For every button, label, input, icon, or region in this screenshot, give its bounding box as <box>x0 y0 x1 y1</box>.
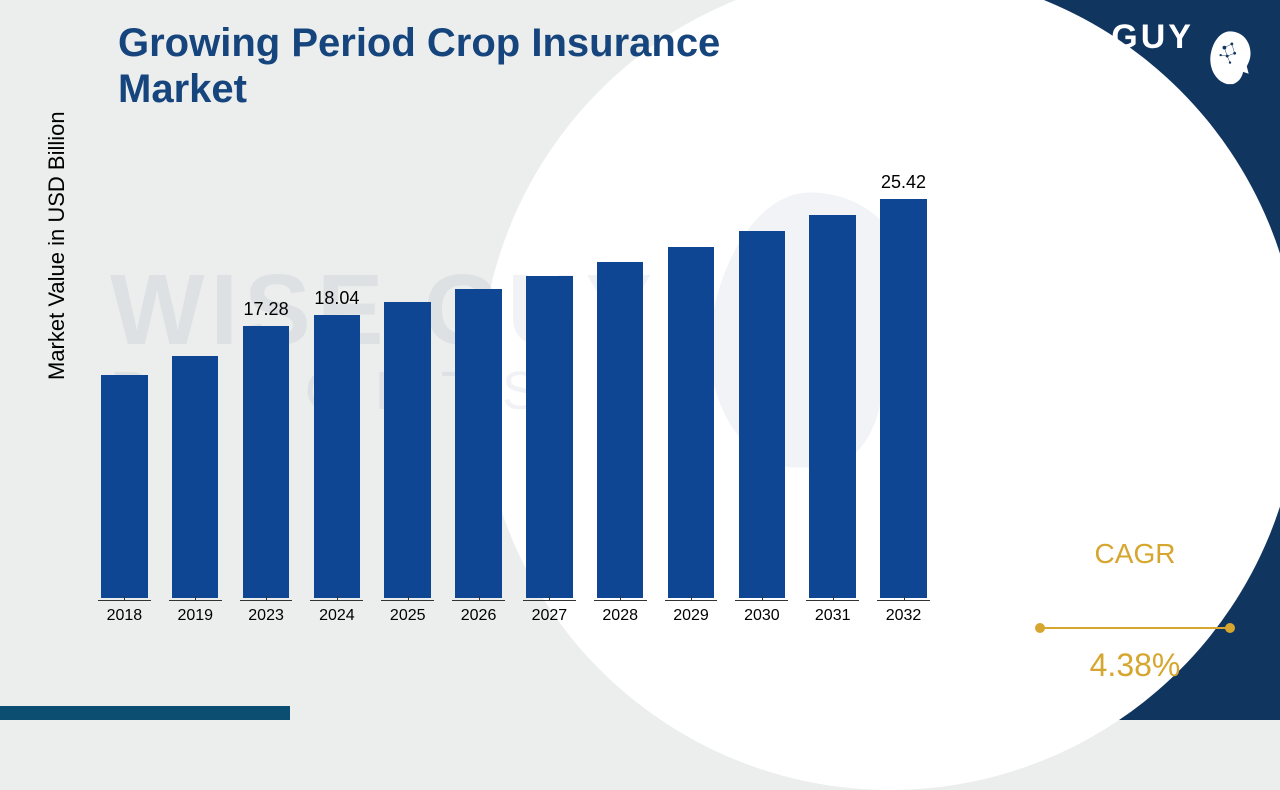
bar <box>526 276 572 598</box>
bars-container: 17.28 18.04 25.42 <box>98 158 930 598</box>
bar-value-label: 17.28 <box>244 299 289 320</box>
x-tick: 2032 <box>877 600 930 630</box>
x-tick: 2031 <box>806 600 859 630</box>
bar <box>314 315 360 598</box>
bar-col: 25.42 <box>877 158 930 598</box>
x-tick: 2027 <box>523 600 576 630</box>
cagr-value: 4.38% <box>990 647 1280 684</box>
bar <box>243 326 289 598</box>
cagr-label: CAGR <box>990 538 1280 570</box>
head-icon <box>1202 29 1258 85</box>
x-tick: 2030 <box>735 600 788 630</box>
bar-col <box>381 158 434 598</box>
y-axis-label: Market Value in USD Billion <box>44 111 70 380</box>
bar <box>455 289 501 598</box>
bar <box>668 247 714 598</box>
bar-col <box>169 158 222 598</box>
bar-col: 18.04 <box>310 158 363 598</box>
bar <box>384 302 430 598</box>
bar-col <box>806 158 859 598</box>
bar-col <box>665 158 718 598</box>
bar-col <box>735 158 788 598</box>
bar-col <box>523 158 576 598</box>
x-tick: 2019 <box>169 600 222 630</box>
bar-col <box>594 158 647 598</box>
logo-line2: R E P O R T S <box>996 53 1134 95</box>
bar <box>880 199 926 598</box>
bar-col <box>452 158 505 598</box>
chart-title: Growing Period Crop Insurance Market <box>118 20 758 112</box>
cagr-block: CAGR (2019-2032) 4.38% <box>990 538 1280 684</box>
x-tick: 2029 <box>665 600 718 630</box>
bar <box>809 215 855 598</box>
cagr-period: (2019-2032) <box>990 574 1280 605</box>
brand-logo: WISE GUY R E P O R T S <box>996 18 1258 95</box>
bar-col: 17.28 <box>240 158 293 598</box>
bar <box>172 356 218 598</box>
logo-line1: WISE GUY <box>996 18 1194 57</box>
bar <box>101 375 147 598</box>
cagr-divider <box>1040 627 1230 629</box>
bar <box>597 262 643 598</box>
x-tick: 2018 <box>98 600 151 630</box>
bar-value-label: 18.04 <box>314 288 359 309</box>
bar <box>739 231 785 598</box>
x-tick: 2025 <box>381 600 434 630</box>
infographic-root: WISE GUY REPORTS Growing Period Crop Ins… <box>0 0 1280 720</box>
x-axis: 2018 2019 2023 2024 2025 2026 2027 2028 2029 2030… <box>98 600 930 630</box>
x-tick: 2028 <box>594 600 647 630</box>
x-tick: 2024 <box>310 600 363 630</box>
x-tick: 2023 <box>240 600 293 630</box>
bar-chart: Market Value in USD Billion 17.2818.0425… <box>50 130 930 630</box>
bar-col <box>98 158 151 598</box>
bottom-accent-bar <box>0 706 290 720</box>
bar-value-label: 25.42 <box>881 172 926 193</box>
x-tick: 2026 <box>452 600 505 630</box>
